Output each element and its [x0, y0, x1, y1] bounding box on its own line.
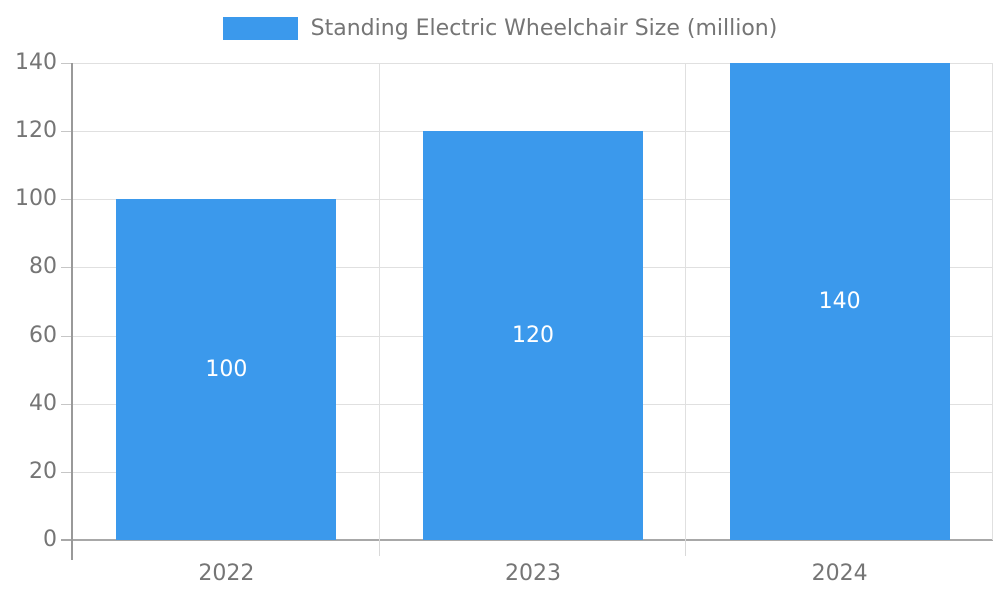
y-tick-mark	[61, 199, 73, 201]
legend-swatch	[222, 17, 298, 40]
y-tick-mark	[61, 267, 73, 269]
y-tick-mark	[61, 403, 73, 405]
bar-value-label: 100	[205, 356, 248, 382]
y-axis-tick-label: 0	[43, 527, 57, 552]
bar-value-label: 120	[512, 322, 554, 348]
legend[interactable]: Standing Electric Wheelchair Size (milli…	[0, 16, 1000, 41]
legend-label: Standing Electric Wheelchair Size (milli…	[310, 16, 778, 41]
bar-value-label: 140	[818, 288, 861, 314]
bar-2024[interactable]	[729, 63, 950, 540]
y-axis-tick-label: 40	[29, 390, 57, 416]
y-axis-line	[71, 63, 73, 560]
x-axis-tick-label: 2022	[198, 560, 255, 586]
x-axis-zero-line	[61, 539, 993, 541]
y-axis-tick-label: 80	[29, 254, 57, 280]
x-gridline	[685, 63, 687, 540]
y-tick-mark	[61, 131, 73, 133]
y-axis-tick-label: 60	[29, 322, 57, 348]
bar-2022[interactable]	[116, 199, 337, 540]
x-axis-tick-label: 2023	[504, 560, 561, 586]
bar-2023[interactable]	[423, 131, 643, 540]
y-tick-mark	[61, 471, 73, 473]
y-tick-mark	[61, 63, 73, 64]
y-axis-tick-label: 100	[15, 186, 57, 212]
y-axis-tick-label: 140	[15, 50, 57, 75]
y-tick-mark	[61, 335, 73, 337]
x-tick-mark	[685, 540, 687, 556]
x-gridline	[378, 63, 380, 540]
x-tick-mark	[378, 540, 380, 556]
y-axis-tick-label: 20	[29, 458, 57, 484]
y-axis-tick-label: 120	[15, 118, 57, 144]
y-gridline	[73, 63, 993, 64]
x-axis-tick-label: 2024	[811, 560, 868, 586]
x-gridline	[992, 63, 993, 540]
